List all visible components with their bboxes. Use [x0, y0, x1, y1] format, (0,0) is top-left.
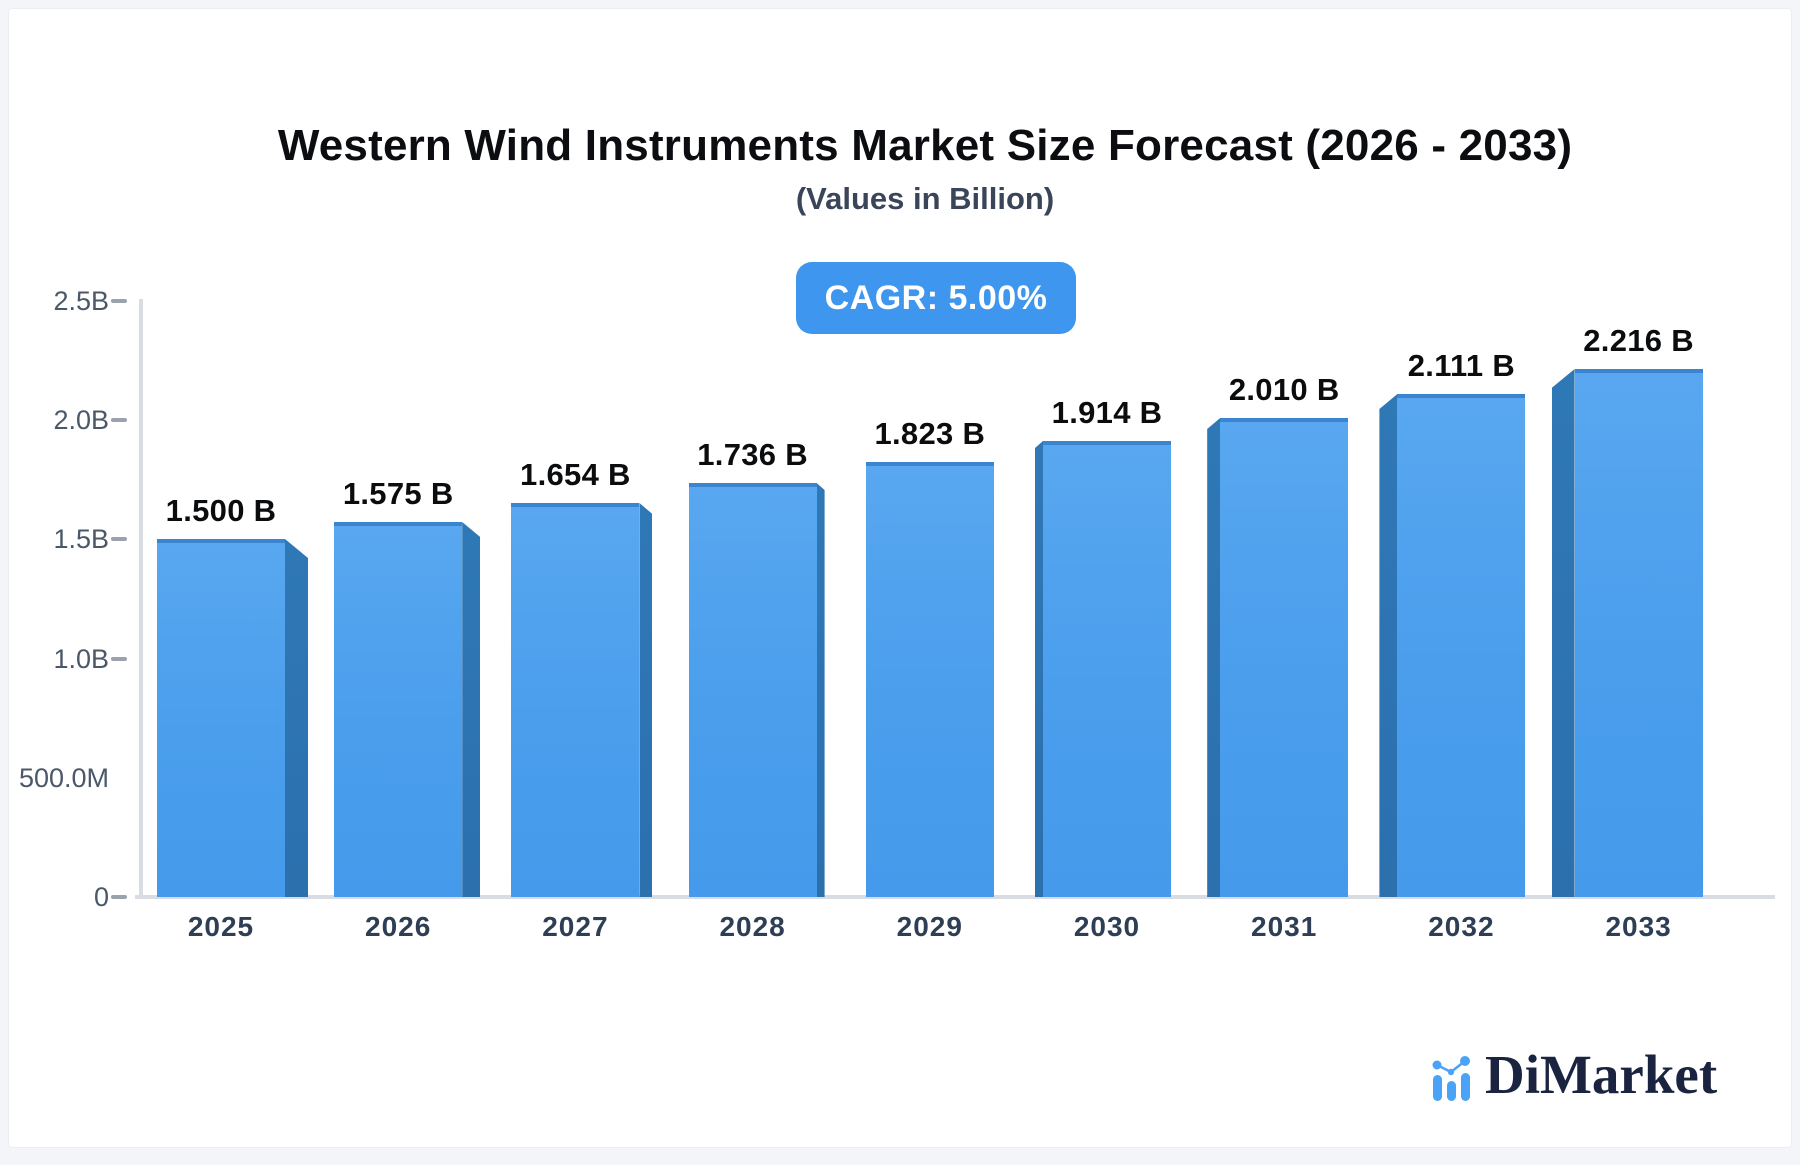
bar-face	[511, 503, 640, 897]
bar-face	[1220, 418, 1349, 897]
x-axis-tick-label-2031: 2031	[1251, 911, 1318, 942]
bar-2033[interactable]: 2.216 B	[1551, 323, 1703, 897]
cagr-badge: CAGR: 5.00%	[796, 262, 1076, 334]
bar-3d-side	[1207, 418, 1221, 897]
bar-face	[1043, 441, 1171, 897]
bar-face	[1574, 369, 1703, 897]
y-axis-tick-label: 2.0B	[53, 405, 109, 436]
logo-text: DiMarket	[1485, 1044, 1718, 1105]
x-axis-baseline	[135, 895, 1775, 899]
x-axis-tick-label-2028: 2028	[719, 911, 786, 942]
x-axis-tick-label-2033: 2033	[1605, 911, 1672, 942]
bar-3d-side	[462, 522, 481, 897]
bar-value-label: 2.010 B	[1228, 372, 1340, 407]
bar-2031[interactable]: 2.010 B	[1207, 372, 1349, 897]
bar-face	[334, 522, 463, 897]
bar-value-label: 2.111 B	[1407, 348, 1516, 383]
chart-card: Western Wind Instruments Market Size For…	[8, 8, 1792, 1148]
dimarket-logo: DiMarket	[1431, 1044, 1718, 1105]
x-axis-tick-label-2027: 2027	[542, 911, 609, 942]
x-axis-tick-label-2026: 2026	[365, 911, 432, 942]
bar-3d-side	[1379, 394, 1398, 897]
bar-chart-plot-area: 0 500.0M 1.0B 1.5B 2.0B 2.5B 1.500 B 2025 1.575 …	[9, 9, 1800, 1165]
bar-2029[interactable]: 1.823 B	[865, 416, 994, 897]
mini-bar-line-chart-icon	[1432, 1056, 1470, 1101]
x-axis-tick-label-2032: 2032	[1428, 911, 1495, 942]
bar-3d-side	[816, 483, 825, 897]
cagr-badge-label: CAGR: 5.00%	[824, 278, 1048, 317]
y-axis-tick-mark	[111, 895, 127, 899]
y-axis-tick-label: 1.5B	[53, 524, 109, 555]
bar-value-label: 1.914 B	[1051, 395, 1163, 430]
bar-value-label: 1.736 B	[697, 437, 808, 472]
bar-2032[interactable]: 2.111 B	[1379, 348, 1526, 897]
bar-2027[interactable]: 1.654 B	[511, 457, 653, 897]
y-axis-tick-mark	[111, 418, 127, 423]
bar-face	[865, 462, 994, 897]
y-axis-tick-label: 1.0B	[53, 643, 109, 674]
bar-value-label: 1.823 B	[874, 416, 986, 451]
bar-value-label: 1.575 B	[342, 476, 454, 511]
y-axis-tick-label: 0	[93, 882, 109, 912]
y-axis-tick-label: 2.5B	[53, 286, 109, 316]
x-axis-tick-label-2025: 2025	[187, 911, 255, 942]
y-axis-tick-mark	[111, 299, 127, 303]
bar-3d-side	[1551, 369, 1575, 897]
y-axis-line	[139, 299, 143, 899]
x-axis-tick-label-2029: 2029	[896, 911, 963, 942]
bar-value-label: 1.500 B	[165, 493, 277, 528]
bar-2026[interactable]: 1.575 B	[334, 476, 481, 897]
bar-face	[1397, 394, 1526, 897]
bar-2030[interactable]: 1.914 B	[1035, 395, 1171, 897]
bar-value-label: 1.654 B	[520, 457, 631, 492]
y-axis-tick-label: 500.0M	[18, 762, 109, 793]
bar-2025[interactable]: 1.500 B	[157, 493, 308, 897]
chart-subtitle: (Values in Billion)	[795, 181, 1055, 216]
y-axis-tick-mark	[111, 656, 127, 661]
x-axis-tick-label-2030: 2030	[1073, 911, 1141, 942]
bar-face	[157, 539, 285, 897]
y-axis-tick-mark	[111, 537, 127, 542]
bar-face	[688, 483, 817, 897]
chart-title: Western Wind Instruments Market Size For…	[277, 121, 1573, 170]
bar-2028[interactable]: 1.736 B	[688, 437, 825, 897]
bar-3d-side	[285, 539, 308, 897]
bar-value-label: 2.216 B	[1583, 323, 1694, 358]
bar-3d-side	[1035, 441, 1043, 897]
bar-3d-side	[639, 503, 653, 897]
